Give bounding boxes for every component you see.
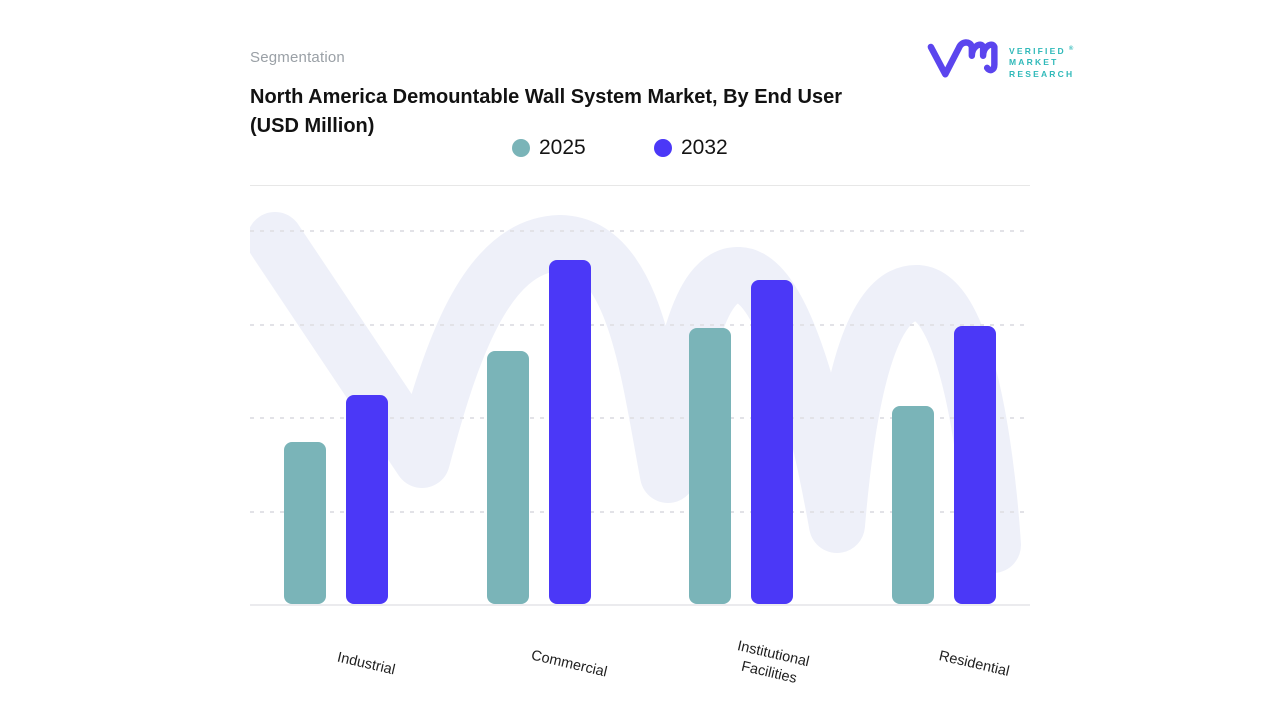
bar-2025-commercial bbox=[487, 351, 529, 604]
bar-2025-industrial bbox=[284, 442, 326, 604]
gridline bbox=[250, 510, 1030, 513]
logo-line-market: MARKET bbox=[1009, 57, 1059, 68]
x-label-institutional-facilities: Institutional Facilities bbox=[735, 638, 811, 687]
vmr-logo: VERIFIED ® MARKET RESEARCH bbox=[926, 36, 1074, 82]
legend-label-2025: 2025 bbox=[539, 136, 586, 159]
registered-mark: ® bbox=[1068, 46, 1074, 52]
bar-2032-industrial bbox=[346, 395, 388, 604]
chart-title-line2: (USD Million) bbox=[250, 115, 375, 137]
legend-item-2032[interactable]: 2032 bbox=[654, 136, 728, 160]
gridline bbox=[250, 417, 1030, 419]
legend-label-2032: 2032 bbox=[681, 136, 728, 159]
vmr-logo-icon bbox=[927, 39, 998, 78]
gridline bbox=[250, 323, 1030, 326]
x-label-residential: Residential bbox=[937, 647, 1011, 680]
eyebrow-label: Segmentation bbox=[250, 49, 345, 66]
gridline bbox=[250, 230, 1030, 232]
x-label-industrial: Industrial bbox=[335, 649, 397, 678]
chart-area: Industrial Commercial Institutional Facilit… bbox=[250, 185, 1030, 705]
legend-dot-2025 bbox=[512, 139, 530, 157]
chart-title: North America Demountable Wall System Ma… bbox=[250, 83, 910, 141]
logo-line-verified: VERIFIED bbox=[1009, 45, 1066, 56]
x-label-commercial: Commercial bbox=[529, 647, 609, 681]
bar-2032-residential bbox=[954, 326, 996, 604]
bar-2025-institutional-facilities bbox=[689, 328, 731, 604]
bar-2032-institutional-facilities bbox=[751, 280, 793, 604]
plot-area bbox=[250, 185, 1030, 606]
legend-dot-2032 bbox=[654, 139, 672, 157]
vmr-logo-text: VERIFIED ® MARKET RESEARCH bbox=[1009, 44, 1074, 80]
bar-2025-residential bbox=[892, 406, 934, 604]
bar-2032-commercial bbox=[549, 260, 591, 604]
logo-line-research: RESEARCH bbox=[1009, 68, 1075, 79]
chart-title-line1: North America Demountable Wall System Ma… bbox=[250, 86, 843, 108]
legend-item-2025[interactable]: 2025 bbox=[512, 136, 586, 160]
